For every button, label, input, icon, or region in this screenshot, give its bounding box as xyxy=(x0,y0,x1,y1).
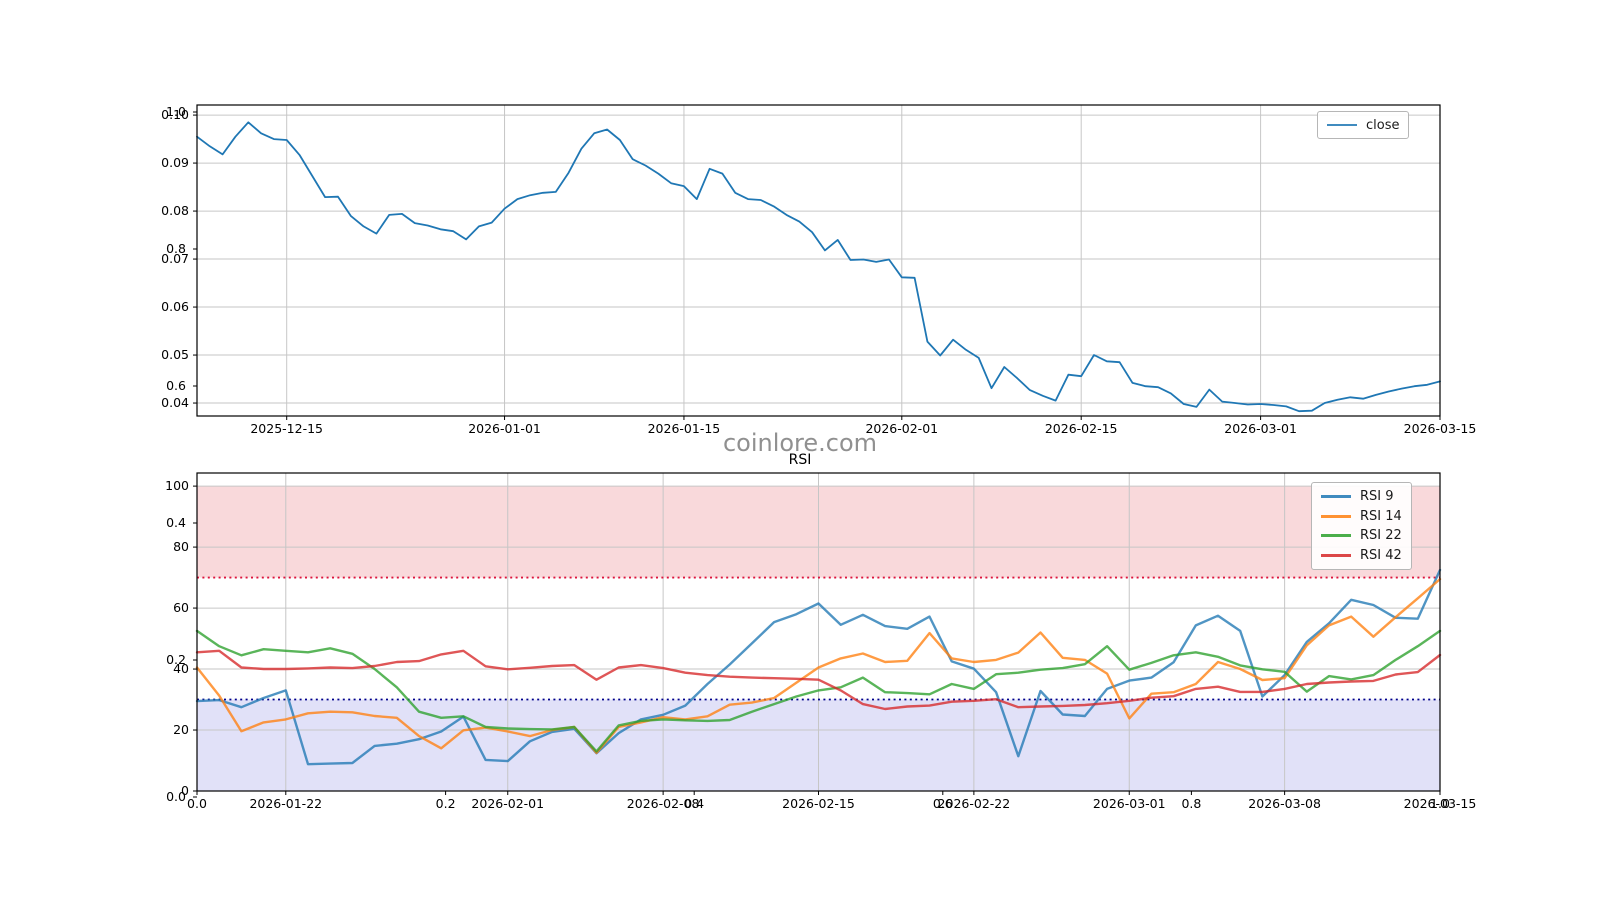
x-tick-label: 2026-03-08 xyxy=(1248,796,1321,811)
y-tick-label: 0.05 xyxy=(161,347,189,363)
ghost-y-tick-label: 0.4 xyxy=(166,515,186,530)
legend-item-rsi9: RSI 9 xyxy=(1321,487,1402,507)
ghost-x-tick-label: 0.2 xyxy=(435,796,456,811)
price-legend: close xyxy=(1317,111,1410,139)
y-tick-label: 0.06 xyxy=(161,299,189,315)
ghost-x-tick-label: 0.8 xyxy=(1181,796,1202,811)
ghost-x-tick-label: 0.6 xyxy=(932,796,953,811)
rsi9-line-swatch xyxy=(1321,495,1351,499)
x-tick-label: 2026-03-15 xyxy=(1403,796,1477,811)
legend-label-close: close xyxy=(1366,117,1400,133)
legend-label-rsi22: RSI 22 xyxy=(1360,528,1402,544)
y-tick-label: 0.09 xyxy=(161,155,189,171)
y-tick-label: 0.10 xyxy=(161,107,189,123)
y-tick-label: 40 xyxy=(173,661,189,677)
x-tick-label: 2026-03-15 xyxy=(1403,421,1477,436)
y-tick-label: 60 xyxy=(173,600,189,616)
x-tick-label: 2026-03-01 xyxy=(1092,796,1166,811)
rsi42-line-swatch xyxy=(1321,553,1351,557)
y-tick-label: 20 xyxy=(173,722,189,738)
close-line-swatch xyxy=(1327,123,1357,127)
watermark: coinlore.com xyxy=(722,429,878,457)
ghost-y-tick-label: 1.0 xyxy=(166,104,186,119)
rsi-chart-title: RSI xyxy=(788,452,812,468)
ghost-y-tick-label: 0.6 xyxy=(166,378,186,393)
x-tick-label: 2026-01-15 xyxy=(647,421,721,436)
ghost-y-tick-label: 0.2 xyxy=(166,652,186,667)
y-tick-label: 0.07 xyxy=(161,251,189,267)
x-tick-label: 2026-02-22 xyxy=(937,796,1011,811)
legend-label-rsi42: RSI 42 xyxy=(1360,547,1402,563)
x-tick-label: 2026-02-01 xyxy=(471,796,545,811)
ghost-y-tick-label: 0.0 xyxy=(166,789,186,804)
legend-label-rsi14: RSI 14 xyxy=(1360,508,1402,524)
rsi22-line-swatch xyxy=(1321,534,1351,538)
y-tick-label: 0.04 xyxy=(161,395,189,411)
rsi-legend: RSI 9 RSI 14 RSI 22 RSI 42 xyxy=(1311,482,1412,570)
x-tick-label: 2026-02-15 xyxy=(782,796,855,811)
y-tick-label: 100 xyxy=(165,478,189,494)
legend-label-rsi9: RSI 9 xyxy=(1360,489,1394,505)
x-tick-label: 2025-12-15 xyxy=(250,421,324,436)
y-tick-label: 0 xyxy=(181,783,189,798)
x-tick-label: 2026-02-01 xyxy=(865,421,939,436)
ghost-x-tick-label: 1.0 xyxy=(1430,796,1450,811)
ghost-x-tick-label: 0.0 xyxy=(187,796,207,811)
legend-item-rsi14: RSI 14 xyxy=(1321,507,1402,527)
legend-item-rsi22: RSI 22 xyxy=(1321,526,1402,546)
y-tick-label: 80 xyxy=(173,539,189,555)
x-tick-label: 2026-03-01 xyxy=(1224,421,1297,436)
x-tick-label: 2026-01-01 xyxy=(468,421,541,436)
rsi14-line-swatch xyxy=(1321,514,1351,518)
legend-item-close: close xyxy=(1327,116,1399,134)
ghost-y-tick-label: 0.8 xyxy=(166,241,186,256)
x-tick-label: 2026-01-22 xyxy=(249,796,323,811)
y-tick-label: 0.08 xyxy=(161,203,189,219)
x-tick-label: 2026-02-08 xyxy=(626,796,700,811)
ghost-x-tick-label: 0.4 xyxy=(684,796,705,811)
legend-item-rsi42: RSI 42 xyxy=(1321,546,1402,566)
x-tick-label: 2026-02-15 xyxy=(1044,421,1118,436)
